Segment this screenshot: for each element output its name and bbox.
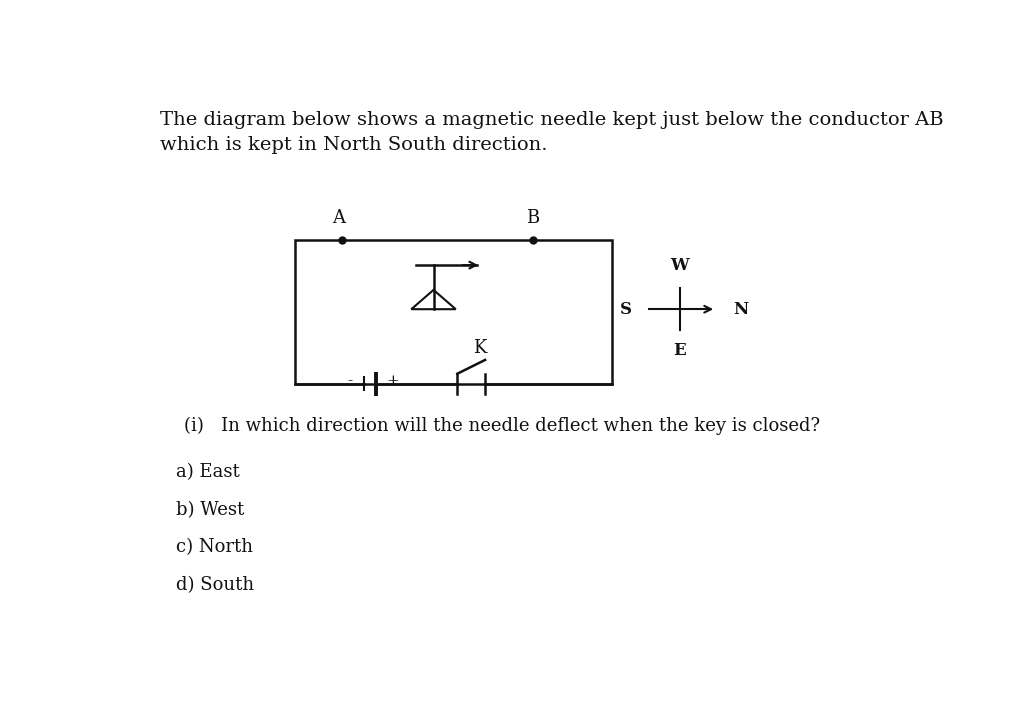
Text: A: A <box>332 208 345 226</box>
Text: K: K <box>473 339 486 357</box>
Text: d) South: d) South <box>176 576 254 594</box>
Text: a) East: a) East <box>176 463 240 482</box>
Text: E: E <box>673 342 686 359</box>
Text: +: + <box>386 374 398 388</box>
Text: W: W <box>670 258 689 274</box>
Text: which is kept in North South direction.: which is kept in North South direction. <box>160 135 547 153</box>
Text: (i)   In which direction will the needle deflect when the key is closed?: (i) In which direction will the needle d… <box>183 417 819 435</box>
Text: -: - <box>347 374 353 388</box>
Text: S: S <box>620 301 632 318</box>
Text: N: N <box>733 301 749 318</box>
Text: The diagram below shows a magnetic needle kept just below the conductor AB: The diagram below shows a magnetic needl… <box>160 111 943 129</box>
Text: B: B <box>526 208 540 226</box>
Bar <box>295 241 612 384</box>
Text: b) West: b) West <box>176 501 244 519</box>
Text: c) North: c) North <box>176 538 253 556</box>
